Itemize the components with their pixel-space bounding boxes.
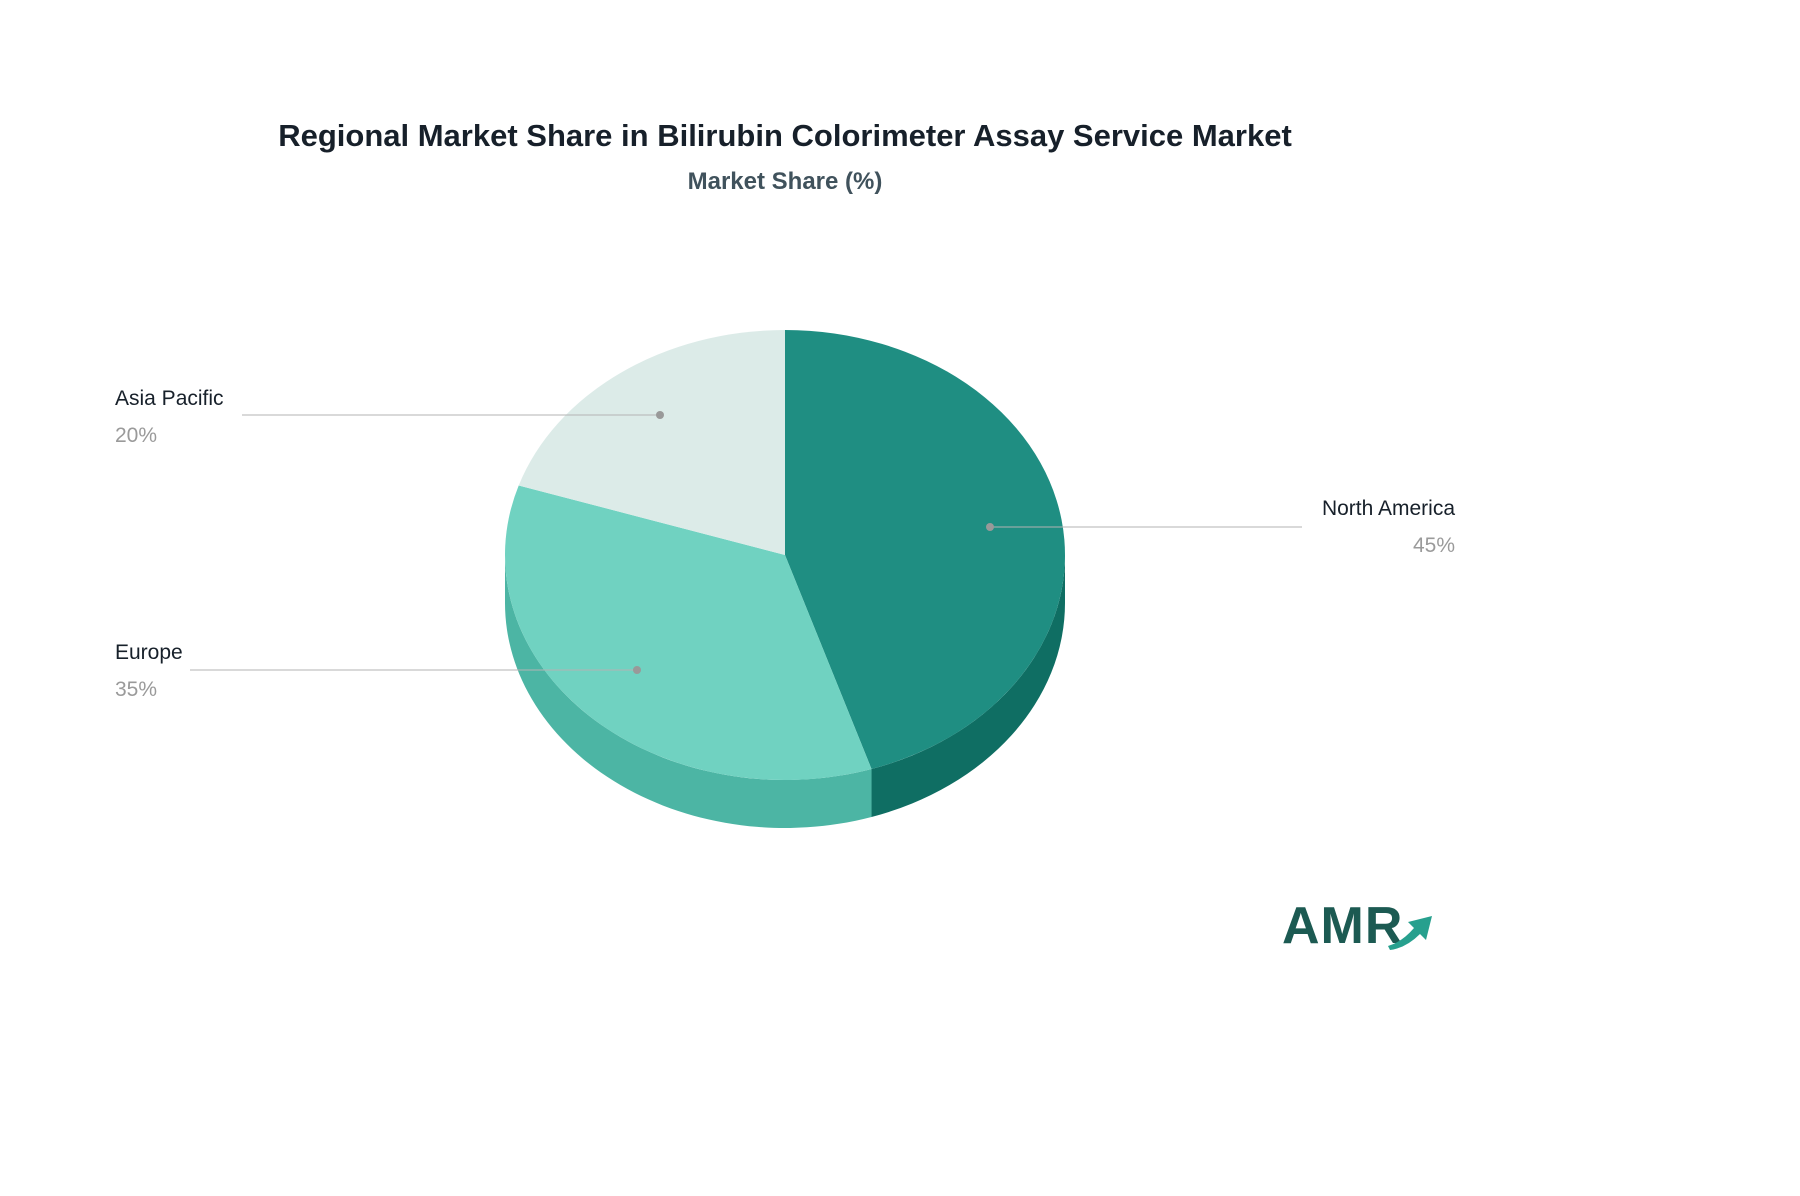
- slice-name: Europe: [115, 641, 183, 664]
- slice-percent: 45%: [1412, 534, 1455, 557]
- slice-name: North America: [1321, 497, 1455, 520]
- slice-label-north-america: North America 45%: [1322, 498, 1455, 556]
- slice-name: Asia Pacific: [115, 387, 224, 410]
- slice-label-asia-pacific: Asia Pacific 20%: [115, 388, 224, 446]
- chart-title: Regional Market Share in Bilirubin Color…: [278, 118, 1292, 153]
- logo-arrow-icon: [1388, 916, 1432, 950]
- slice-label-europe: Europe 35%: [115, 642, 183, 700]
- slice-percent: 35%: [115, 678, 158, 701]
- slice-percent: 20%: [115, 424, 158, 447]
- brand-logo: AMR: [1282, 896, 1452, 966]
- brand-logo-text: AMR: [1282, 897, 1404, 955]
- chart-subtitle: Market Share (%): [687, 168, 883, 195]
